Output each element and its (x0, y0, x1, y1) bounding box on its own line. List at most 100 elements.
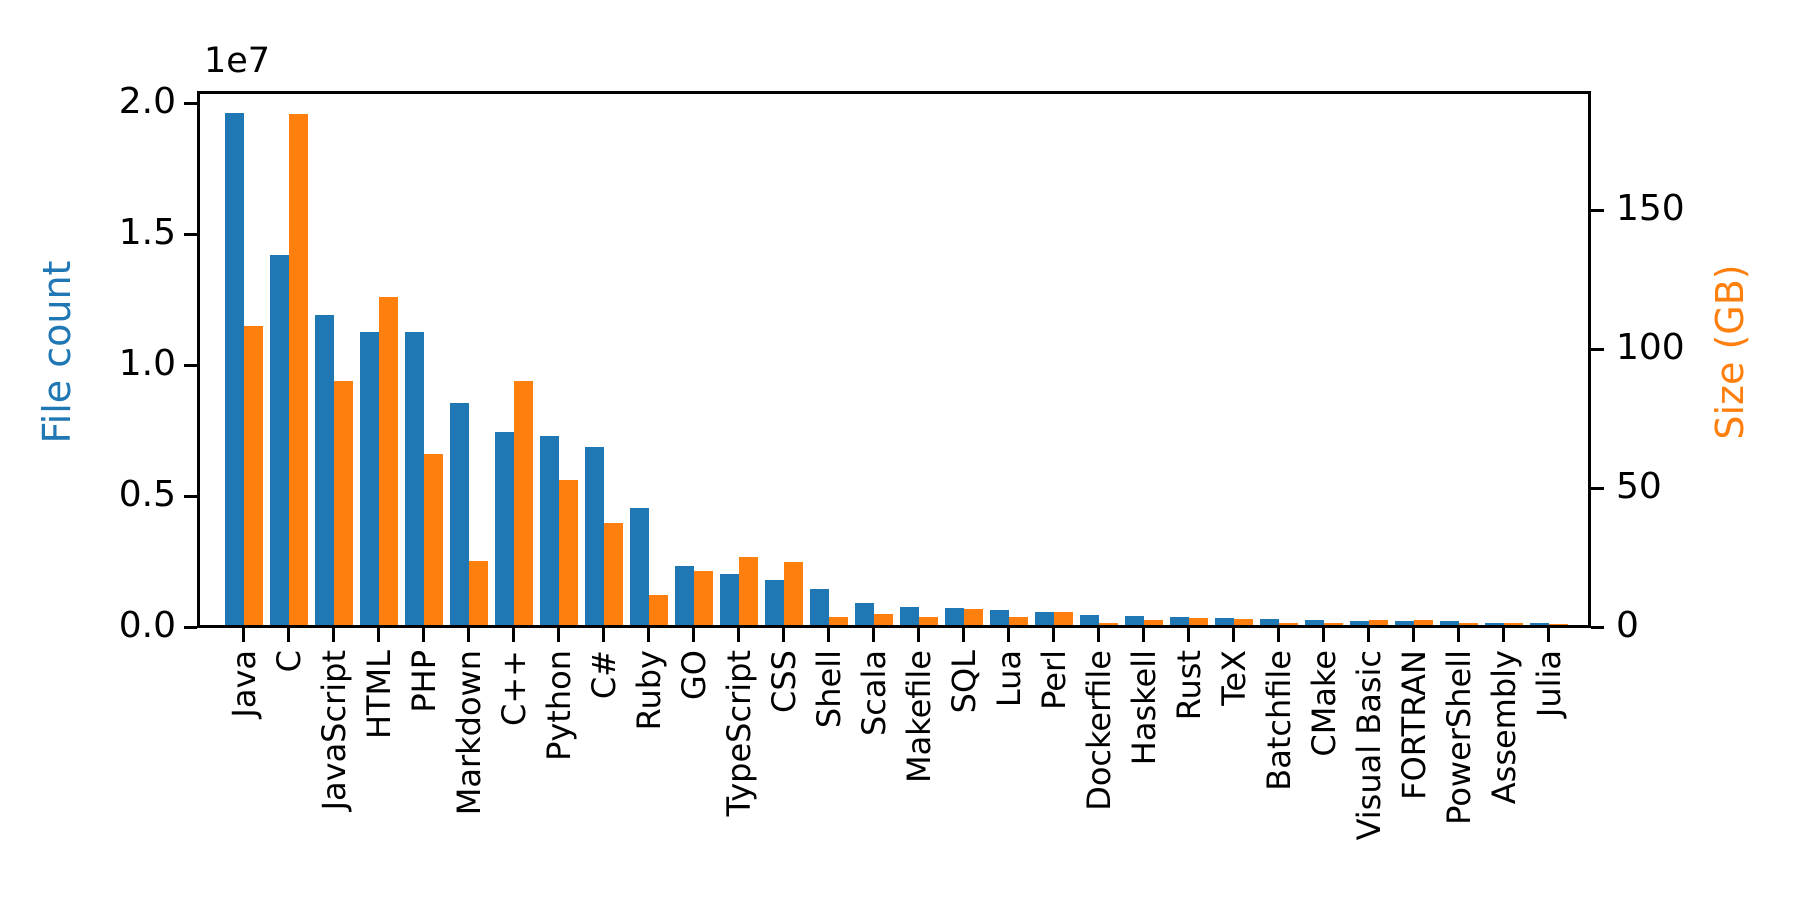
size-bar (1233, 619, 1253, 625)
x-tick-label: Visual Basic (1349, 650, 1388, 841)
x-tick (1187, 628, 1190, 642)
x-tick (692, 628, 695, 642)
file-count-bar (1214, 618, 1234, 625)
x-tick-label: Java (224, 650, 263, 718)
file-count-bar (764, 580, 784, 625)
left-y-tick (184, 232, 197, 236)
x-tick (1547, 628, 1550, 642)
x-tick-label: C (269, 650, 308, 673)
size-bar (1413, 620, 1433, 625)
x-tick (1052, 628, 1055, 642)
size-bar (333, 381, 353, 625)
left-y-tick (184, 363, 197, 367)
x-tick (242, 628, 245, 642)
file-count-bar (1439, 621, 1459, 625)
left-y-tick-label: 0.5 (118, 474, 176, 516)
file-count-bar (269, 255, 289, 625)
size-bar (288, 114, 308, 625)
x-tick (467, 628, 470, 642)
left-y-tick (184, 625, 197, 629)
x-tick (1097, 628, 1100, 642)
x-tick-label: Rust (1169, 650, 1208, 721)
size-bar (1503, 623, 1523, 625)
size-bar (1008, 617, 1028, 625)
x-tick-label: PHP (404, 650, 443, 713)
file-count-bar (674, 566, 694, 625)
file-count-bar (1169, 617, 1189, 625)
right-y-tick-label: 150 (1616, 188, 1685, 230)
size-bar (693, 571, 713, 625)
right-y-tick-label: 100 (1616, 327, 1685, 369)
x-tick-label: HTML (359, 650, 398, 740)
x-tick (1457, 628, 1460, 642)
x-tick-label: Markdown (449, 650, 488, 816)
file-count-bar (404, 332, 424, 625)
x-tick-label: Haskell (1124, 650, 1163, 766)
x-tick-label: CMake (1304, 650, 1343, 757)
size-bar (828, 617, 848, 625)
file-count-bar (1394, 621, 1414, 625)
file-count-bar (899, 607, 919, 625)
x-tick (557, 628, 560, 642)
size-bar (1143, 620, 1163, 625)
x-tick (1412, 628, 1415, 642)
file-count-bar (1304, 620, 1324, 625)
y-axis-offset-text: 1e7 (204, 41, 271, 81)
size-bar (1278, 623, 1298, 625)
x-tick-label: JavaScript (314, 650, 353, 811)
x-tick-label: Dockerfile (1079, 650, 1118, 811)
file-count-bar (1259, 619, 1279, 625)
x-tick-label: FORTRAN (1394, 650, 1433, 800)
file-count-bar (224, 113, 244, 625)
size-bar (963, 609, 983, 625)
size-bar (558, 480, 578, 625)
x-tick-label: C++ (494, 650, 533, 726)
size-bar (738, 557, 758, 625)
x-tick-label: TeX (1214, 650, 1253, 706)
x-tick (737, 628, 740, 642)
left-y-tick (184, 101, 197, 105)
size-bar (603, 523, 623, 625)
file-count-bar (854, 603, 874, 625)
x-tick-label: C# (584, 650, 623, 700)
x-tick (917, 628, 920, 642)
right-y-tick (1591, 347, 1604, 351)
x-tick-label: Ruby (629, 650, 668, 731)
x-tick (1232, 628, 1235, 642)
x-tick (1367, 628, 1370, 642)
file-count-bar (494, 432, 514, 625)
x-tick (1502, 628, 1505, 642)
x-tick-label: Scala (854, 650, 893, 737)
size-bar (1053, 612, 1073, 625)
file-count-bar (1529, 623, 1549, 625)
x-tick (602, 628, 605, 642)
x-tick (287, 628, 290, 642)
x-tick-label: Assembly (1484, 650, 1523, 805)
x-tick-label: GO (674, 650, 713, 700)
file-count-bar (1079, 615, 1099, 625)
size-bar (783, 562, 803, 625)
x-tick-label: Makefile (899, 650, 938, 784)
file-count-bar (1034, 612, 1054, 625)
x-tick-label: Python (539, 650, 578, 761)
x-tick (332, 628, 335, 642)
right-y-tick (1591, 625, 1604, 629)
size-bar (243, 326, 263, 625)
x-tick (827, 628, 830, 642)
x-tick (377, 628, 380, 642)
x-tick (782, 628, 785, 642)
x-tick-label: Batchfile (1259, 650, 1298, 791)
file-count-bar (989, 610, 1009, 625)
size-bar (1458, 623, 1478, 625)
x-tick-label: Lua (989, 650, 1028, 708)
size-bar (648, 595, 668, 625)
x-tick (872, 628, 875, 642)
size-bar (918, 617, 938, 625)
x-tick-label: TypeScript (719, 650, 758, 817)
right-axis-title: Size (GB) (1708, 264, 1752, 440)
left-y-tick-label: 1.0 (118, 343, 176, 385)
left-y-tick-label: 1.5 (118, 212, 176, 254)
size-bar (1098, 623, 1118, 625)
x-tick-label: Shell (809, 650, 848, 729)
